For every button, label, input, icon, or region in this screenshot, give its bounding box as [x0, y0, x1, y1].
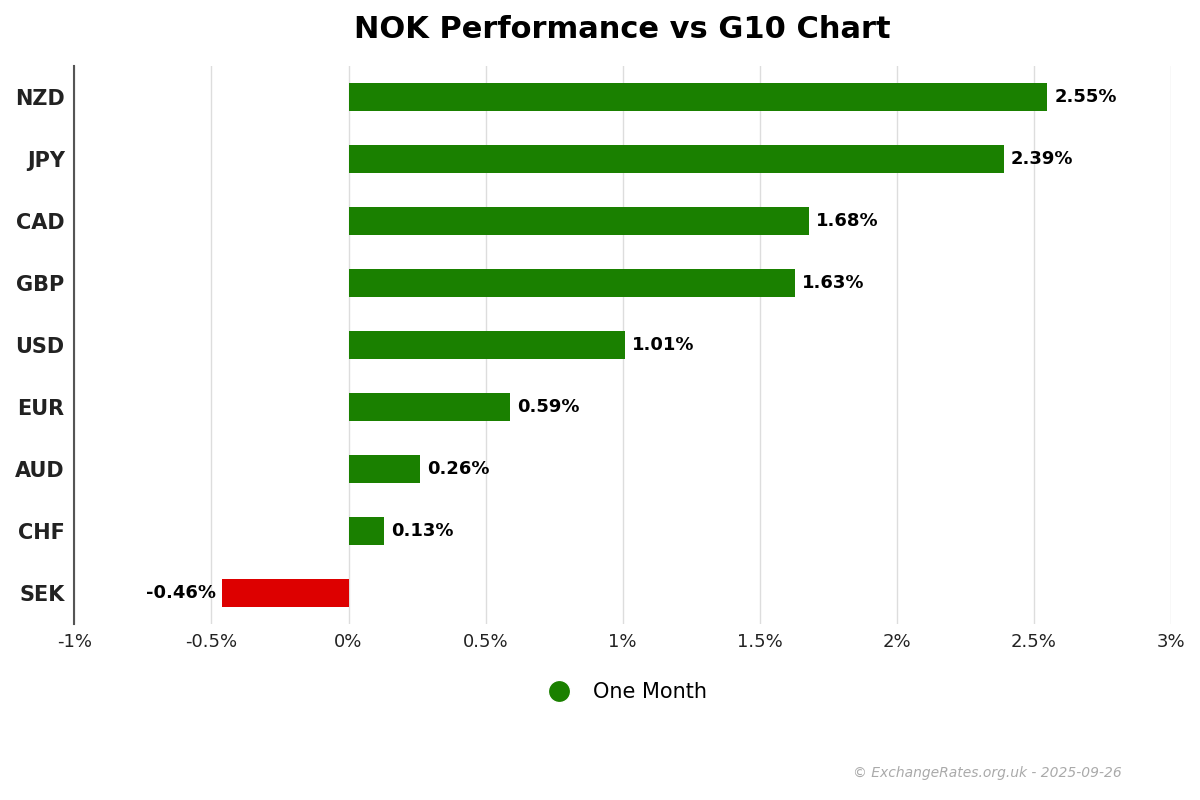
Bar	[348, 83, 1048, 110]
Bar	[348, 393, 510, 421]
Text: 2.39%: 2.39%	[1010, 150, 1073, 168]
Text: 0.59%: 0.59%	[517, 398, 580, 416]
Bar	[348, 517, 384, 545]
Text: 1.63%: 1.63%	[802, 274, 864, 292]
Legend: One Month: One Month	[530, 674, 715, 711]
Text: -0.46%: -0.46%	[145, 584, 216, 602]
Text: 1.01%: 1.01%	[632, 336, 695, 354]
Text: 1.68%: 1.68%	[816, 212, 878, 230]
Bar	[348, 206, 809, 234]
Text: 0.13%: 0.13%	[391, 522, 454, 540]
Text: 0.26%: 0.26%	[427, 460, 490, 478]
Text: © ExchangeRates.org.uk - 2025-09-26: © ExchangeRates.org.uk - 2025-09-26	[853, 766, 1122, 780]
Bar	[348, 269, 796, 297]
Bar	[348, 145, 1003, 173]
Bar	[348, 454, 420, 482]
Title: NOK Performance vs G10 Chart: NOK Performance vs G10 Chart	[354, 15, 890, 44]
Text: 2.55%: 2.55%	[1055, 88, 1117, 106]
Bar	[348, 330, 625, 358]
Bar	[222, 578, 348, 606]
